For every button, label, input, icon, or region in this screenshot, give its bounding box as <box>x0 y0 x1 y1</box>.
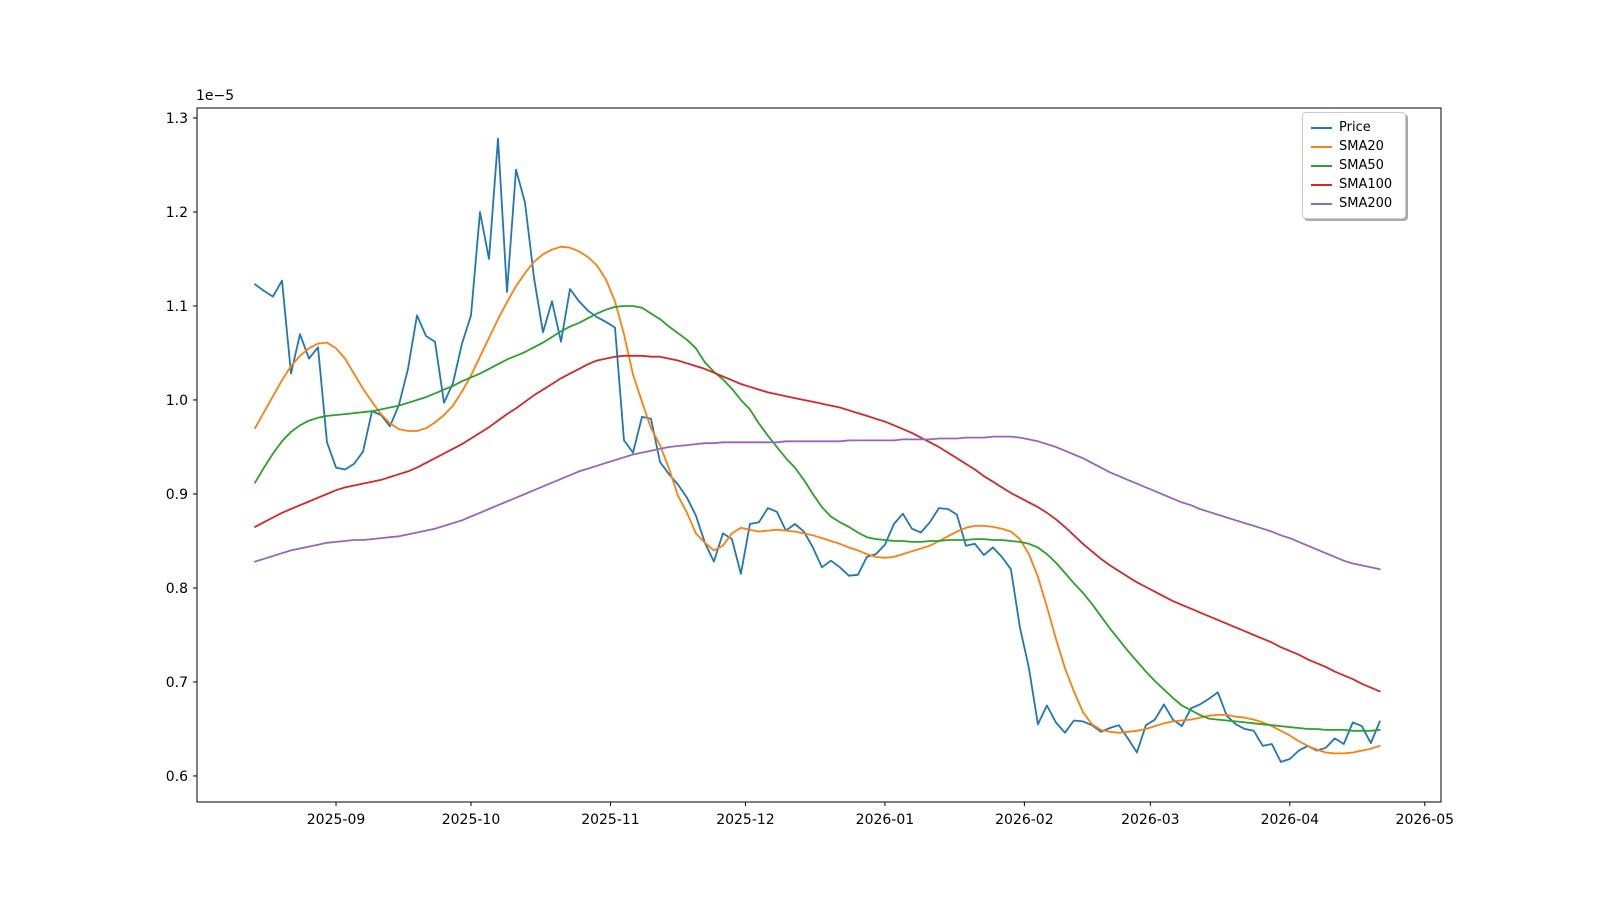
x-axis: 2025-09 2025-10 2025-11 2025-12 2026-01 2026-… <box>307 802 1454 828</box>
legend-item-sma50: SMA50 <box>1311 156 1397 175</box>
legend-line-swatch <box>1311 145 1332 148</box>
legend-item-sma200: SMA200 <box>1311 194 1397 213</box>
legend-line-swatch <box>1311 164 1332 167</box>
x-tick-label: 2025-09 <box>307 812 366 828</box>
series-sma20-line <box>254 245 1381 755</box>
x-tick-label: 2026-02 <box>995 812 1054 828</box>
y-tick-label: 1.3 <box>166 111 188 127</box>
series-price-line <box>254 137 1381 763</box>
y-tick-label: 0.9 <box>166 487 188 503</box>
x-tick-label: 2025-10 <box>442 812 501 828</box>
axis-offset-label: 1e−5 <box>196 88 234 104</box>
series-sma200-line <box>254 435 1381 571</box>
y-tick-label: 1.0 <box>166 393 188 409</box>
legend-label: SMA100 <box>1339 177 1393 192</box>
y-tick-label: 1.2 <box>166 205 188 221</box>
series-sma50-line <box>254 305 1381 732</box>
x-tick-label: 2026-03 <box>1121 812 1180 828</box>
y-axis: 0.6 0.7 0.8 0.9 1.0 1.1 1.2 1.3 <box>166 111 197 785</box>
legend-line-swatch <box>1311 202 1332 205</box>
y-tick-label: 0.6 <box>166 769 188 785</box>
legend: Price SMA20 SMA50 SMA100 SMA200 <box>1302 112 1406 219</box>
legend-item-price: Price <box>1311 118 1397 137</box>
legend-label: SMA20 <box>1339 139 1384 154</box>
legend-label: SMA200 <box>1339 196 1393 211</box>
x-tick-label: 2025-12 <box>716 812 775 828</box>
legend-line-swatch <box>1311 126 1332 129</box>
legend-item-sma100: SMA100 <box>1311 175 1397 194</box>
x-tick-label: 2025-11 <box>581 812 640 828</box>
legend-item-sma20: SMA20 <box>1311 137 1397 156</box>
series-sma100-line <box>254 354 1381 693</box>
plot-border <box>196 107 1442 803</box>
x-tick-label: 2026-05 <box>1396 812 1455 828</box>
y-tick-label: 0.8 <box>166 581 188 597</box>
x-tick-label: 2026-01 <box>856 812 915 828</box>
legend-label: Price <box>1339 120 1371 135</box>
y-tick-label: 1.1 <box>166 299 188 315</box>
y-tick-label: 0.7 <box>166 675 188 691</box>
legend-label: SMA50 <box>1339 158 1384 173</box>
x-tick-label: 2026-04 <box>1261 812 1320 828</box>
legend-line-swatch <box>1311 183 1332 186</box>
